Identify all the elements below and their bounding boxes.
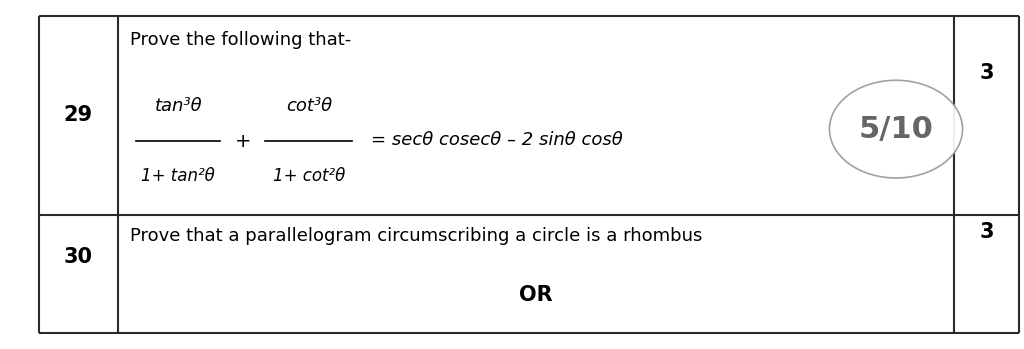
Text: 30: 30 bbox=[63, 246, 93, 267]
Text: 3: 3 bbox=[979, 63, 994, 83]
Text: 5/10: 5/10 bbox=[858, 114, 934, 144]
Text: 1+ cot²θ: 1+ cot²θ bbox=[272, 167, 345, 185]
Text: = secθ cosecθ – 2 sinθ cosθ: = secθ cosecθ – 2 sinθ cosθ bbox=[371, 131, 623, 149]
Text: 29: 29 bbox=[63, 105, 93, 125]
Text: 1+ tan²θ: 1+ tan²θ bbox=[141, 167, 215, 185]
Text: Prove the following that-: Prove the following that- bbox=[130, 31, 351, 49]
Ellipse shape bbox=[829, 80, 963, 178]
Text: tan³θ: tan³θ bbox=[155, 97, 202, 116]
Text: Prove that a parallelogram circumscribing a circle is a rhombus: Prove that a parallelogram circumscribin… bbox=[130, 227, 702, 245]
Text: OR: OR bbox=[519, 285, 553, 305]
Text: 3: 3 bbox=[979, 222, 994, 242]
Text: +: + bbox=[234, 132, 251, 151]
Text: cot³θ: cot³θ bbox=[286, 97, 332, 116]
